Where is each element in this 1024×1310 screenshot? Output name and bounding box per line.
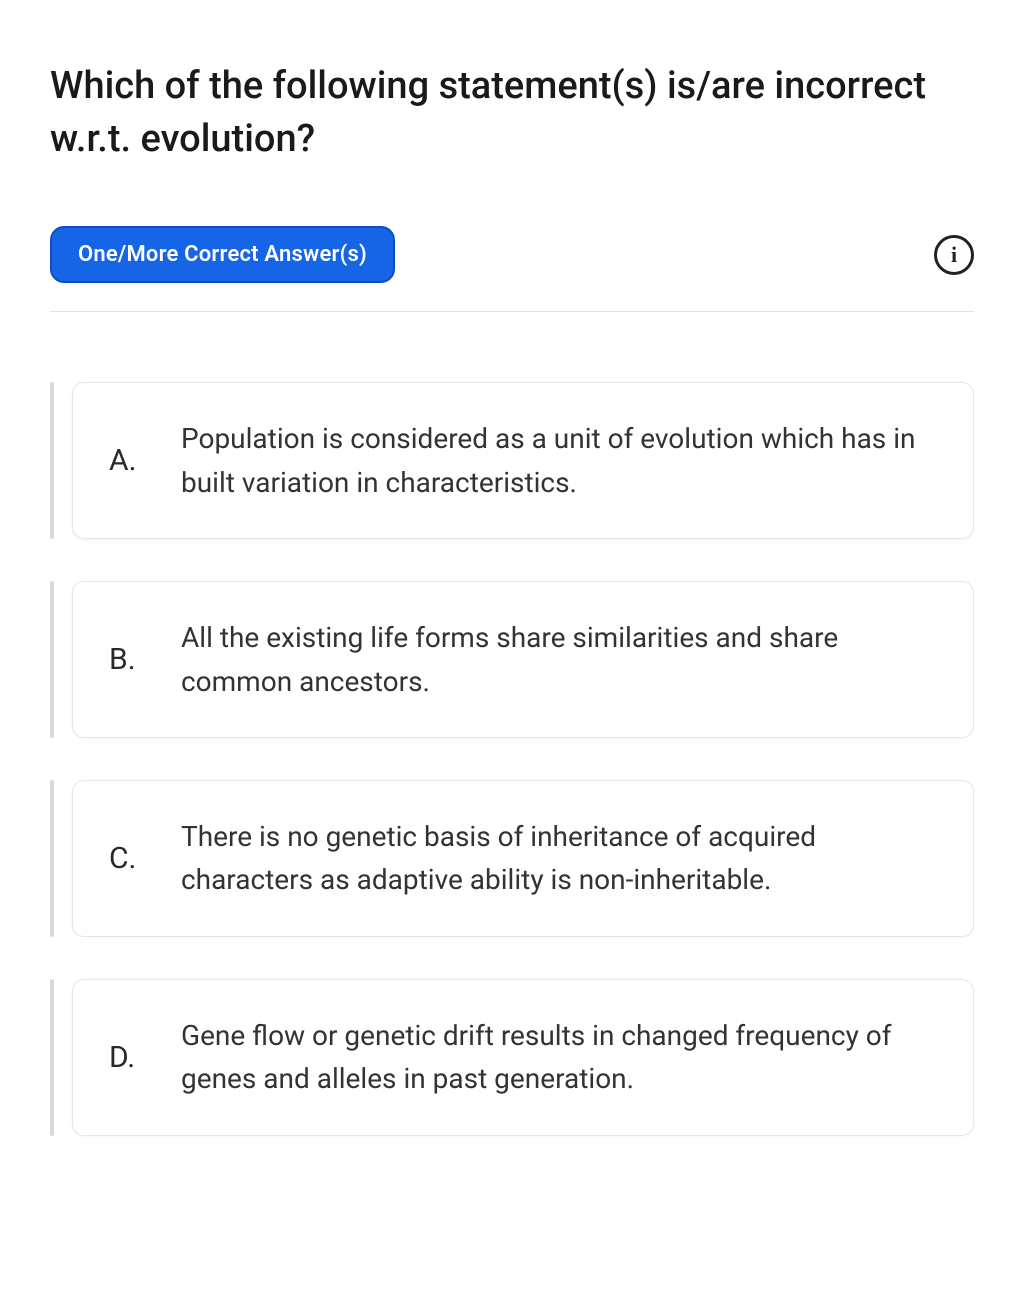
option-card: B. All the existing life forms share sim… [72, 581, 974, 738]
option-bar [50, 979, 54, 1136]
option-card: D. Gene flow or genetic drift results in… [72, 979, 974, 1136]
option-letter: D. [109, 1040, 145, 1075]
options-list: A. Population is considered as a unit of… [50, 382, 974, 1135]
answer-type-pill: One/More Correct Answer(s) [50, 226, 395, 283]
option-letter: B. [109, 642, 145, 677]
question-title: Which of the following statement(s) is/a… [50, 60, 974, 166]
divider [50, 311, 974, 312]
option-card: C. There is no genetic basis of inherita… [72, 780, 974, 937]
option-text: Population is considered as a unit of ev… [181, 417, 937, 504]
info-icon[interactable]: i [934, 235, 974, 275]
option-bar [50, 581, 54, 738]
option-c[interactable]: C. There is no genetic basis of inherita… [50, 780, 974, 937]
option-card: A. Population is considered as a unit of… [72, 382, 974, 539]
option-letter: A. [109, 443, 145, 478]
option-d[interactable]: D. Gene flow or genetic drift results in… [50, 979, 974, 1136]
option-letter: C. [109, 841, 145, 876]
option-b[interactable]: B. All the existing life forms share sim… [50, 581, 974, 738]
meta-row: One/More Correct Answer(s) i [50, 226, 974, 283]
quiz-page: Which of the following statement(s) is/a… [0, 0, 1024, 1176]
option-bar [50, 382, 54, 539]
option-text: All the existing life forms share simila… [181, 616, 937, 703]
option-bar [50, 780, 54, 937]
option-text: Gene flow or genetic drift results in ch… [181, 1014, 937, 1101]
option-a[interactable]: A. Population is considered as a unit of… [50, 382, 974, 539]
option-text: There is no genetic basis of inheritance… [181, 815, 937, 902]
